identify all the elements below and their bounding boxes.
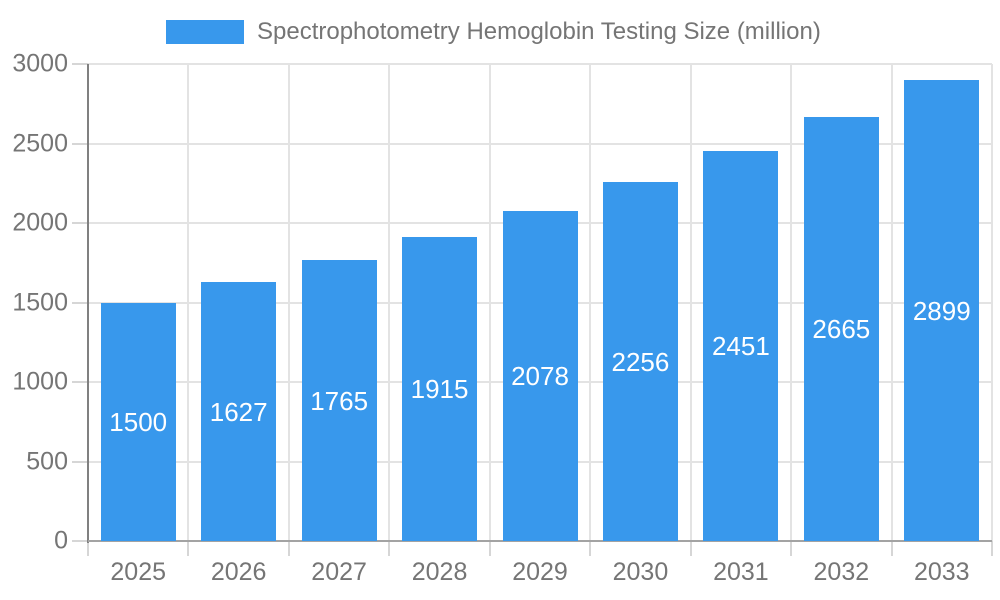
bar[interactable] xyxy=(502,210,578,541)
x-axis-tick xyxy=(488,541,491,556)
bar-value-label: 1765 xyxy=(310,385,369,416)
gridline-vertical xyxy=(488,64,491,541)
bar-value-label: 2256 xyxy=(611,346,670,377)
x-tick-label: 2031 xyxy=(713,558,769,586)
x-tick-label: 2028 xyxy=(411,558,468,586)
gridline-vertical xyxy=(890,64,893,541)
x-axis-tick xyxy=(87,541,89,556)
legend-label: Spectrophotometry Hemoglobin Testing Siz… xyxy=(257,18,821,45)
x-axis-tick xyxy=(890,541,893,556)
x-tick-label: 2032 xyxy=(813,558,870,586)
bar-value-label: 2451 xyxy=(711,331,770,362)
gridline-vertical xyxy=(589,64,592,541)
x-axis-tick xyxy=(287,541,290,556)
x-tick-label: 2029 xyxy=(512,558,568,586)
gridline-vertical xyxy=(991,64,993,541)
x-tick-label: 2025 xyxy=(110,558,167,586)
bar-value-label: 2078 xyxy=(511,360,569,391)
bar[interactable] xyxy=(803,117,879,541)
bar[interactable] xyxy=(602,182,678,541)
x-tick-label: 2033 xyxy=(913,558,970,586)
gridline-vertical xyxy=(790,64,793,541)
y-tick-label: 500 xyxy=(26,447,68,475)
y-axis-tick xyxy=(72,63,88,65)
x-axis-tick xyxy=(790,541,793,556)
bar-value-label: 2899 xyxy=(912,295,971,326)
bar[interactable] xyxy=(402,236,478,541)
bar-value-label: 1627 xyxy=(209,396,268,427)
bar[interactable] xyxy=(100,302,176,541)
y-tick-label: 3000 xyxy=(12,49,68,78)
x-axis-tick xyxy=(388,541,391,556)
x-axis-tick xyxy=(187,541,190,556)
gridline-horizontal xyxy=(88,63,992,65)
y-axis-tick xyxy=(72,460,88,463)
y-axis-tick xyxy=(72,301,88,304)
gridline-vertical xyxy=(689,64,692,541)
legend[interactable]: Spectrophotometry Hemoglobin Testing Siz… xyxy=(166,18,821,46)
x-tick-label: 2026 xyxy=(210,558,267,586)
gridline-vertical xyxy=(287,64,290,541)
y-tick-label: 1000 xyxy=(12,367,68,396)
bar-value-label: 2665 xyxy=(812,314,871,345)
y-axis-tick xyxy=(72,381,88,383)
bar[interactable] xyxy=(703,151,779,541)
x-axis-line xyxy=(88,540,992,542)
gridline-vertical xyxy=(187,64,190,541)
y-tick-label: 2500 xyxy=(12,129,68,157)
y-axis-line xyxy=(87,64,89,543)
y-axis-tick xyxy=(72,540,88,542)
y-tick-label: 2000 xyxy=(12,208,68,237)
gridline-vertical xyxy=(388,64,391,541)
bar[interactable] xyxy=(301,260,377,541)
x-tick-label: 2027 xyxy=(311,558,367,586)
y-tick-label: 0 xyxy=(54,526,68,555)
bar-value-label: 1500 xyxy=(109,406,168,437)
x-axis-tick xyxy=(589,541,592,556)
x-tick-label: 2030 xyxy=(612,558,669,586)
x-axis-tick xyxy=(689,541,692,556)
y-axis-tick xyxy=(72,222,88,224)
x-axis-tick xyxy=(991,541,993,556)
legend-swatch-icon xyxy=(166,20,244,44)
gridline-horizontal xyxy=(88,142,992,145)
y-tick-label: 1500 xyxy=(12,288,68,316)
bar-value-label: 1915 xyxy=(410,373,469,404)
y-axis-tick xyxy=(72,142,88,145)
bar[interactable] xyxy=(201,282,277,541)
bar[interactable] xyxy=(904,80,980,541)
